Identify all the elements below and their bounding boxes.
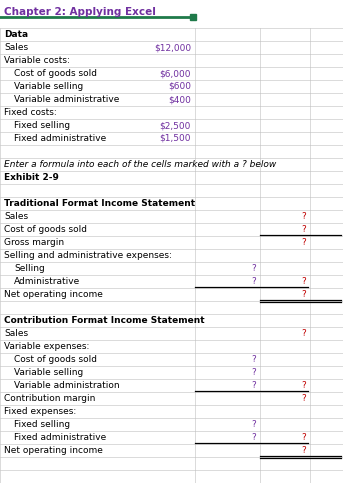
Text: ?: ? <box>301 381 306 390</box>
Text: ?: ? <box>301 277 306 286</box>
Text: $12,000: $12,000 <box>154 43 191 52</box>
Text: Cost of goods sold: Cost of goods sold <box>14 355 97 364</box>
Text: Chapter 2: Applying Excel: Chapter 2: Applying Excel <box>4 7 156 17</box>
Text: ?: ? <box>301 238 306 247</box>
Text: ?: ? <box>251 277 256 286</box>
Text: Sales: Sales <box>4 43 28 52</box>
Text: Variable costs:: Variable costs: <box>4 56 70 65</box>
Text: ?: ? <box>301 433 306 442</box>
Text: $6,000: $6,000 <box>159 69 191 78</box>
Text: Fixed selling: Fixed selling <box>14 121 70 130</box>
Text: Selling and administrative expenses:: Selling and administrative expenses: <box>4 251 172 260</box>
Text: $400: $400 <box>168 95 191 104</box>
Text: Cost of goods sold: Cost of goods sold <box>4 225 87 234</box>
Text: Fixed administrative: Fixed administrative <box>14 134 106 143</box>
Text: Variable selling: Variable selling <box>14 368 83 377</box>
Text: ?: ? <box>301 394 306 403</box>
Text: Sales: Sales <box>4 212 28 221</box>
Text: Net operating income: Net operating income <box>4 290 103 299</box>
Text: Exhibit 2-9: Exhibit 2-9 <box>4 173 59 182</box>
Text: ?: ? <box>301 212 306 221</box>
Text: ?: ? <box>251 355 256 364</box>
Text: ?: ? <box>251 433 256 442</box>
Text: ?: ? <box>251 368 256 377</box>
Text: Variable expenses:: Variable expenses: <box>4 342 90 351</box>
Text: Variable administration: Variable administration <box>14 381 120 390</box>
Text: ?: ? <box>301 446 306 455</box>
Text: $2,500: $2,500 <box>159 121 191 130</box>
Text: $1,500: $1,500 <box>159 134 191 143</box>
Text: ?: ? <box>251 420 256 429</box>
Text: Variable administrative: Variable administrative <box>14 95 119 104</box>
Text: Sales: Sales <box>4 329 28 338</box>
Text: Enter a formula into each of the cells marked with a ? below: Enter a formula into each of the cells m… <box>4 160 276 169</box>
Text: Fixed costs:: Fixed costs: <box>4 108 57 117</box>
Text: ?: ? <box>251 381 256 390</box>
Text: Net operating income: Net operating income <box>4 446 103 455</box>
Text: ?: ? <box>301 225 306 234</box>
Text: Fixed expenses:: Fixed expenses: <box>4 407 76 416</box>
Bar <box>190 14 196 20</box>
Text: Contribution Format Income Statement: Contribution Format Income Statement <box>4 316 205 325</box>
Text: ?: ? <box>251 264 256 273</box>
Text: Cost of goods sold: Cost of goods sold <box>14 69 97 78</box>
Text: Fixed selling: Fixed selling <box>14 420 70 429</box>
Text: Contribution margin: Contribution margin <box>4 394 95 403</box>
Text: ?: ? <box>301 290 306 299</box>
Text: Traditional Format Income Statement: Traditional Format Income Statement <box>4 199 195 208</box>
Text: Gross margin: Gross margin <box>4 238 64 247</box>
Text: ?: ? <box>301 329 306 338</box>
Text: Variable selling: Variable selling <box>14 82 83 91</box>
Text: Selling: Selling <box>14 264 45 273</box>
Text: Administrative: Administrative <box>14 277 80 286</box>
Text: $600: $600 <box>168 82 191 91</box>
Text: Data: Data <box>4 30 28 39</box>
Text: Fixed administrative: Fixed administrative <box>14 433 106 442</box>
